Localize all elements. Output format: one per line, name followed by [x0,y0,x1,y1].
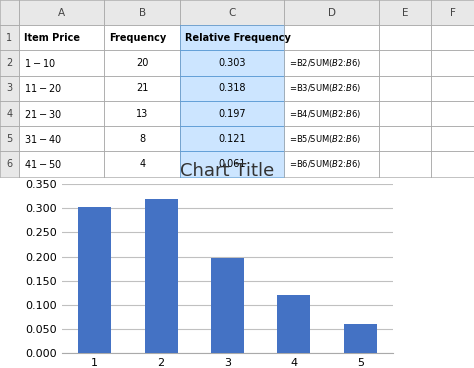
Bar [277,295,310,353]
FancyBboxPatch shape [104,126,180,151]
FancyBboxPatch shape [284,50,379,76]
FancyBboxPatch shape [0,50,19,76]
Text: =B4/SUM($B$2:$B$6): =B4/SUM($B$2:$B$6) [289,107,362,120]
Bar [211,258,244,353]
Text: $31 - $40: $31 - $40 [24,133,62,145]
FancyBboxPatch shape [0,0,19,25]
Text: C: C [228,8,236,18]
FancyBboxPatch shape [431,0,474,25]
FancyBboxPatch shape [104,151,180,177]
FancyBboxPatch shape [19,126,104,151]
Text: B: B [138,8,146,18]
FancyBboxPatch shape [180,101,284,126]
FancyBboxPatch shape [180,0,284,25]
Bar [145,199,178,353]
Text: 0.303: 0.303 [219,58,246,68]
FancyBboxPatch shape [431,50,474,76]
Title: Chart Title: Chart Title [181,162,274,180]
FancyBboxPatch shape [379,0,431,25]
Text: =B6/SUM($B$2:$B$6): =B6/SUM($B$2:$B$6) [289,158,362,170]
FancyBboxPatch shape [180,126,284,151]
Bar [78,207,111,353]
FancyBboxPatch shape [379,151,431,177]
Text: $1 - $10: $1 - $10 [24,57,55,69]
FancyBboxPatch shape [104,101,180,126]
FancyBboxPatch shape [19,151,104,177]
FancyBboxPatch shape [284,25,379,50]
FancyBboxPatch shape [104,0,180,25]
FancyBboxPatch shape [104,50,180,76]
FancyBboxPatch shape [379,76,431,101]
Text: 4: 4 [139,159,145,169]
Text: =B5/SUM($B$2:$B$6): =B5/SUM($B$2:$B$6) [289,133,362,145]
Text: D: D [328,8,336,18]
FancyBboxPatch shape [0,76,19,101]
FancyBboxPatch shape [431,25,474,50]
FancyBboxPatch shape [180,25,284,50]
Text: 0.061: 0.061 [219,159,246,169]
Text: A: A [58,8,65,18]
Text: F: F [450,8,456,18]
FancyBboxPatch shape [431,126,474,151]
FancyBboxPatch shape [19,101,104,126]
Text: Relative Frequency: Relative Frequency [185,33,291,43]
Text: E: E [402,8,409,18]
FancyBboxPatch shape [379,25,431,50]
FancyBboxPatch shape [431,76,474,101]
Text: 2: 2 [6,58,13,68]
FancyBboxPatch shape [379,126,431,151]
Text: 0.121: 0.121 [219,134,246,144]
Text: 3: 3 [7,83,12,93]
FancyBboxPatch shape [0,151,19,177]
FancyBboxPatch shape [0,126,19,151]
FancyBboxPatch shape [180,50,284,76]
FancyBboxPatch shape [284,151,379,177]
Text: 6: 6 [7,159,12,169]
Text: 8: 8 [139,134,145,144]
FancyBboxPatch shape [104,76,180,101]
Bar [344,324,377,353]
Text: 21: 21 [136,83,148,93]
FancyBboxPatch shape [284,76,379,101]
Text: Frequency: Frequency [109,33,166,43]
FancyBboxPatch shape [19,76,104,101]
Text: 0.318: 0.318 [219,83,246,93]
Text: $11 - $20: $11 - $20 [24,82,62,94]
FancyBboxPatch shape [19,50,104,76]
FancyBboxPatch shape [180,151,284,177]
FancyBboxPatch shape [19,25,104,50]
Text: 4: 4 [7,109,12,118]
FancyBboxPatch shape [180,76,284,101]
FancyBboxPatch shape [284,101,379,126]
Text: 5: 5 [6,134,13,144]
FancyBboxPatch shape [104,25,180,50]
FancyBboxPatch shape [0,101,19,126]
Text: Item Price: Item Price [24,33,80,43]
Text: =B2/SUM($B$2:$B$6): =B2/SUM($B$2:$B$6) [289,57,362,69]
FancyBboxPatch shape [379,101,431,126]
Text: $41 - $50: $41 - $50 [24,158,62,170]
FancyBboxPatch shape [0,25,19,50]
FancyBboxPatch shape [379,50,431,76]
Text: 0.197: 0.197 [219,109,246,118]
Text: 1: 1 [7,33,12,43]
FancyBboxPatch shape [431,101,474,126]
Text: $21 - $30: $21 - $30 [24,107,62,120]
FancyBboxPatch shape [284,126,379,151]
Text: =B3/SUM($B$2:$B$6): =B3/SUM($B$2:$B$6) [289,82,362,94]
FancyBboxPatch shape [19,0,104,25]
Text: 20: 20 [136,58,148,68]
FancyBboxPatch shape [284,0,379,25]
FancyBboxPatch shape [431,151,474,177]
Text: 13: 13 [136,109,148,118]
